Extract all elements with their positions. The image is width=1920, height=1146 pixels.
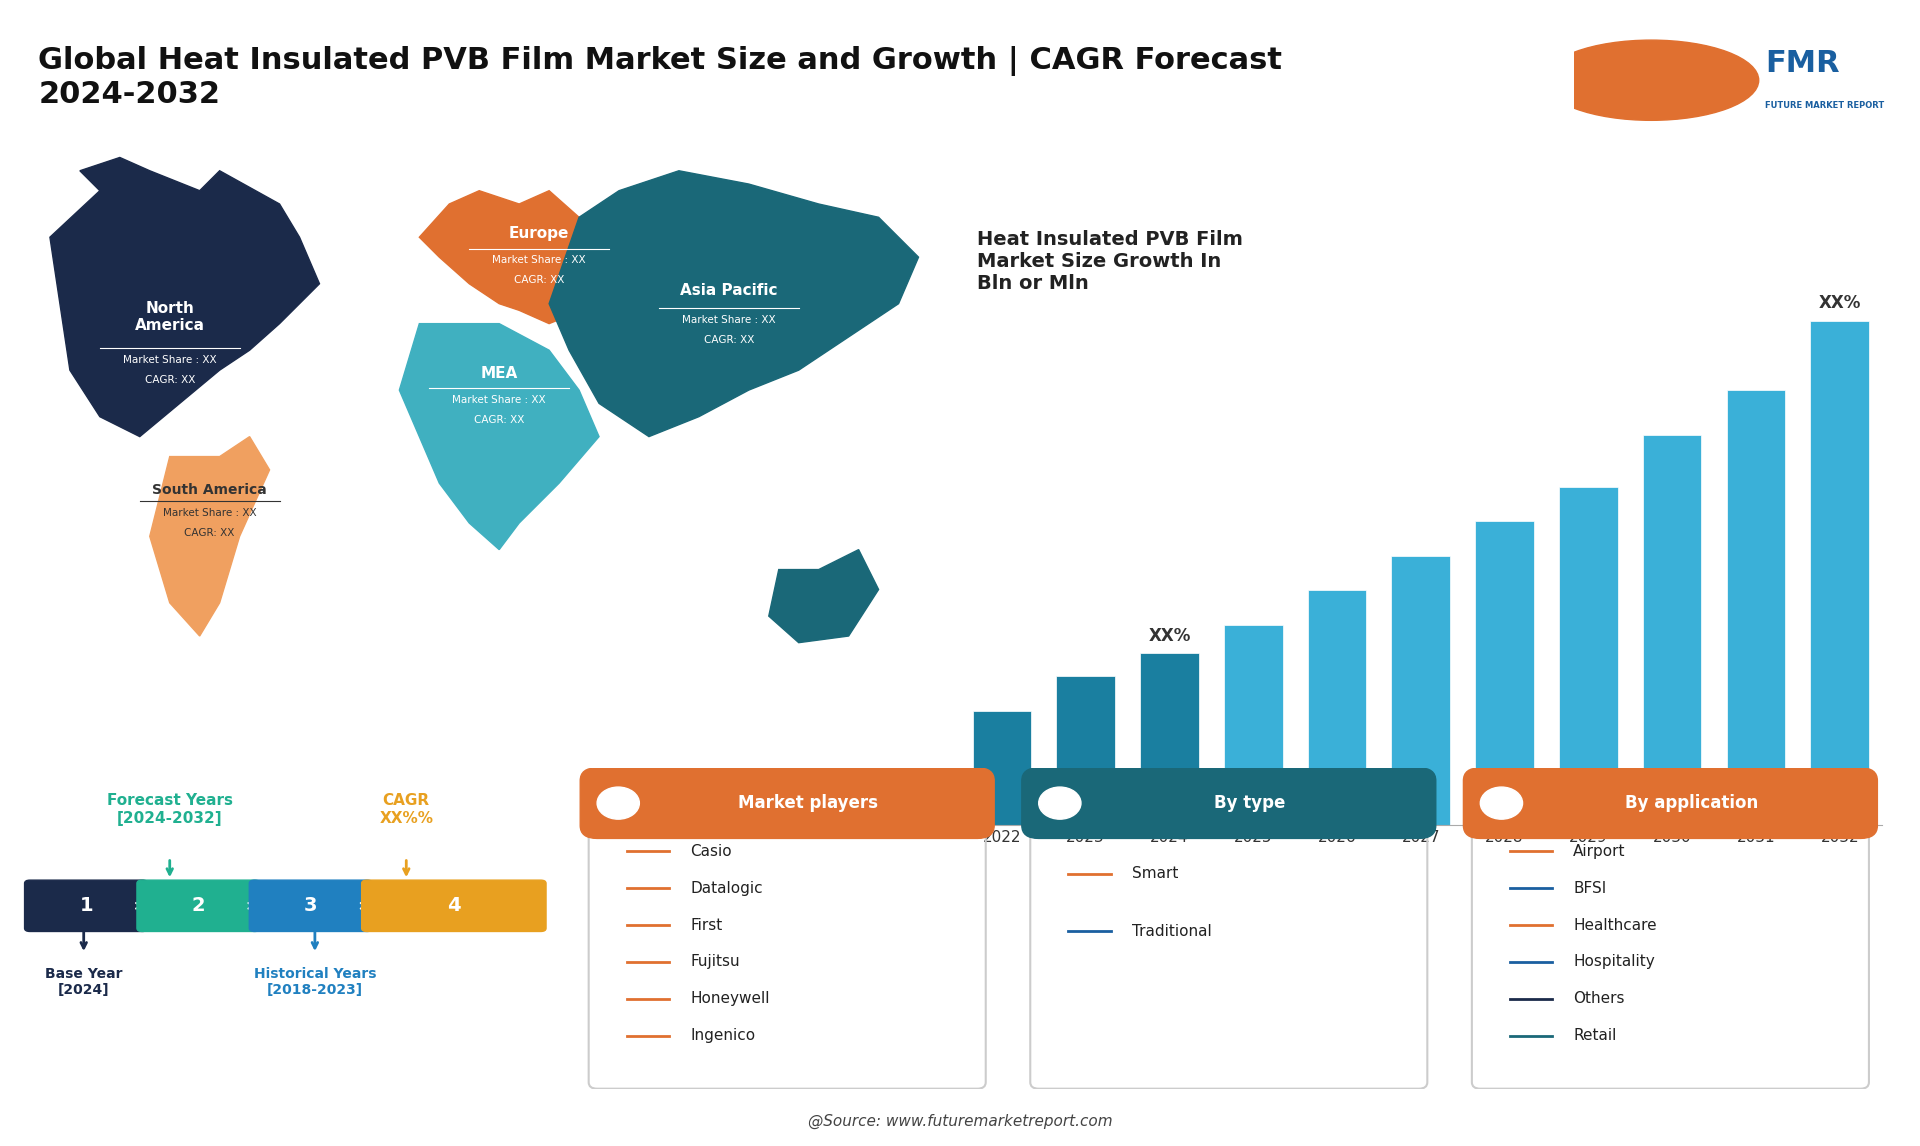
Bar [1308, 590, 1367, 825]
Text: Ingenico: Ingenico [689, 1028, 755, 1043]
Text: Market Share : XX: Market Share : XX [453, 395, 545, 405]
Bar [1726, 390, 1786, 825]
Circle shape [1480, 787, 1523, 819]
Text: CAGR: XX: CAGR: XX [515, 275, 564, 285]
Polygon shape [549, 171, 918, 437]
Text: Others: Others [1572, 991, 1624, 1006]
Polygon shape [768, 550, 879, 643]
Text: XX%: XX% [1818, 295, 1860, 312]
Text: @Source: www.futuremarketreport.com: @Source: www.futuremarketreport.com [808, 1114, 1112, 1129]
Text: Traditional: Traditional [1131, 924, 1212, 939]
FancyBboxPatch shape [1021, 768, 1436, 839]
FancyBboxPatch shape [1463, 768, 1878, 839]
FancyBboxPatch shape [250, 880, 372, 932]
Text: Airport: Airport [1572, 843, 1626, 858]
Text: Healthcare: Healthcare [1572, 918, 1657, 933]
Text: CAGR: XX: CAGR: XX [144, 375, 196, 385]
Text: Market Share : XX: Market Share : XX [123, 355, 217, 366]
FancyBboxPatch shape [25, 880, 148, 932]
Text: Market Share : XX: Market Share : XX [163, 508, 257, 518]
Text: Historical Years
[2018-2023]: Historical Years [2018-2023] [253, 967, 376, 997]
Text: Asia Pacific: Asia Pacific [680, 283, 778, 298]
Text: CAGR: XX: CAGR: XX [703, 336, 755, 345]
Text: South America: South America [152, 482, 267, 497]
Circle shape [1544, 40, 1759, 120]
Text: CAGR: XX: CAGR: XX [474, 415, 524, 425]
Text: XX%: XX% [1148, 627, 1190, 644]
Text: BFSI: BFSI [1572, 880, 1607, 896]
Text: Retail: Retail [1572, 1028, 1617, 1043]
Text: Global Heat Insulated PVB Film Market Size and Growth | CAGR Forecast
2024-2032: Global Heat Insulated PVB Film Market Si… [38, 46, 1283, 109]
Text: North
America: North America [134, 300, 205, 333]
Text: Base Year
[2024]: Base Year [2024] [44, 967, 123, 997]
Bar [1559, 487, 1619, 825]
Text: FUTURE MARKET REPORT: FUTURE MARKET REPORT [1764, 101, 1884, 110]
Text: Market players: Market players [739, 794, 877, 813]
Text: FMR: FMR [1764, 48, 1839, 78]
Text: Datalogic: Datalogic [689, 880, 762, 896]
Text: Forecast Years
[2024-2032]: Forecast Years [2024-2032] [108, 793, 232, 826]
Text: First: First [689, 918, 722, 933]
Text: Honeywell: Honeywell [689, 991, 770, 1006]
Text: Fujitsu: Fujitsu [689, 955, 739, 970]
Text: Market Share : XX: Market Share : XX [682, 315, 776, 325]
FancyBboxPatch shape [580, 768, 995, 839]
Text: 2: 2 [192, 896, 205, 916]
Circle shape [1039, 787, 1081, 819]
Bar [1644, 435, 1701, 825]
Text: 3: 3 [303, 896, 317, 916]
Polygon shape [399, 323, 599, 550]
Bar [1392, 556, 1450, 825]
FancyBboxPatch shape [361, 880, 545, 932]
Text: Casio: Casio [689, 843, 732, 858]
Bar [1056, 676, 1116, 825]
Polygon shape [150, 437, 269, 636]
Text: CAGR: XX: CAGR: XX [184, 528, 234, 537]
Polygon shape [50, 157, 319, 437]
Text: Heat Insulated PVB Film
Market Size Growth In
Bln or Mln: Heat Insulated PVB Film Market Size Grow… [977, 230, 1242, 293]
Text: Market Share : XX: Market Share : XX [492, 256, 586, 266]
Text: By type: By type [1213, 794, 1286, 813]
Bar [1223, 625, 1283, 825]
Polygon shape [419, 190, 618, 323]
Text: Europe: Europe [509, 227, 570, 242]
Bar [1140, 653, 1198, 825]
Text: 1: 1 [79, 896, 92, 916]
Bar [1811, 321, 1868, 825]
Bar [1475, 521, 1534, 825]
Text: By application: By application [1624, 794, 1759, 813]
Text: 4: 4 [447, 896, 461, 916]
Bar [973, 711, 1031, 825]
Circle shape [597, 787, 639, 819]
Text: Hospitality: Hospitality [1572, 955, 1655, 970]
Text: MEA: MEA [480, 366, 518, 380]
Text: Smart: Smart [1131, 866, 1179, 881]
FancyBboxPatch shape [136, 880, 259, 932]
Text: CAGR
XX%%: CAGR XX%% [380, 793, 434, 826]
